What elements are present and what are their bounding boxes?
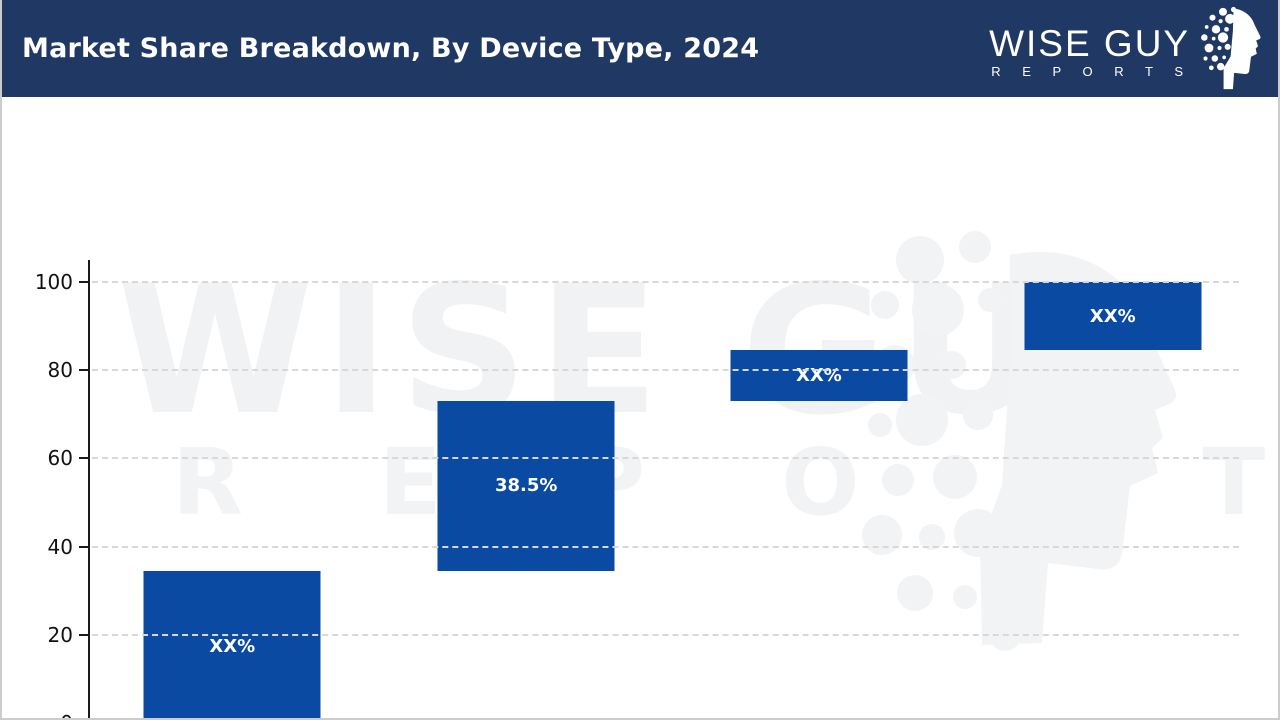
gridline xyxy=(92,281,1239,284)
logo-wordmark: WISE GUY xyxy=(989,23,1191,64)
waterfall-bar: XX% xyxy=(143,570,321,718)
y-axis-tick-label: 100 xyxy=(34,270,73,295)
y-axis-tick xyxy=(79,281,88,284)
logo-subtext: R E P O R T S xyxy=(991,64,1192,79)
header: Market Share Breakdown, By Device Type, … xyxy=(2,0,1278,97)
gridline xyxy=(92,545,1239,548)
y-axis-tick-label: 60 xyxy=(47,446,73,471)
wiseguy-head-icon xyxy=(1201,6,1261,90)
bar-value-label: XX% xyxy=(1089,305,1136,327)
y-axis-tick-label: 80 xyxy=(47,358,73,383)
waterfall-bar: XX% xyxy=(730,350,908,402)
y-axis-tick xyxy=(79,633,88,636)
bar-value-label: 38.5% xyxy=(494,475,558,497)
y-axis-tick xyxy=(79,369,88,372)
y-axis-tick-label: 20 xyxy=(47,622,73,647)
plot-area: XX%Inhalers38.5%NebulizersXX%Spray Devic… xyxy=(35,260,1247,718)
chart-area: WISE GUY R E P O R T S XX%Inhalers38.5%N… xyxy=(2,97,1278,718)
gridline xyxy=(92,369,1239,372)
y-axis-tick-label: 0 xyxy=(60,711,73,718)
brand-logo-text: WISE GUY R E P O R T S xyxy=(987,25,1192,79)
gridline xyxy=(92,457,1239,460)
brand-logo: WISE GUY R E P O R T S xyxy=(987,6,1266,90)
gridline xyxy=(92,633,1239,636)
y-axis-line xyxy=(88,260,90,718)
watermark-wordmark: WISE GUY xyxy=(117,247,1191,454)
waterfall-bar: 38.5% xyxy=(437,401,615,571)
y-axis-tick-label: 40 xyxy=(47,534,73,559)
page-title: Market Share Breakdown, By Device Type, … xyxy=(22,33,760,64)
y-axis-tick xyxy=(79,545,88,548)
y-axis-tick xyxy=(79,457,88,460)
bar-value-label: XX% xyxy=(209,636,256,658)
waterfall-bar: XX% xyxy=(1024,282,1202,351)
